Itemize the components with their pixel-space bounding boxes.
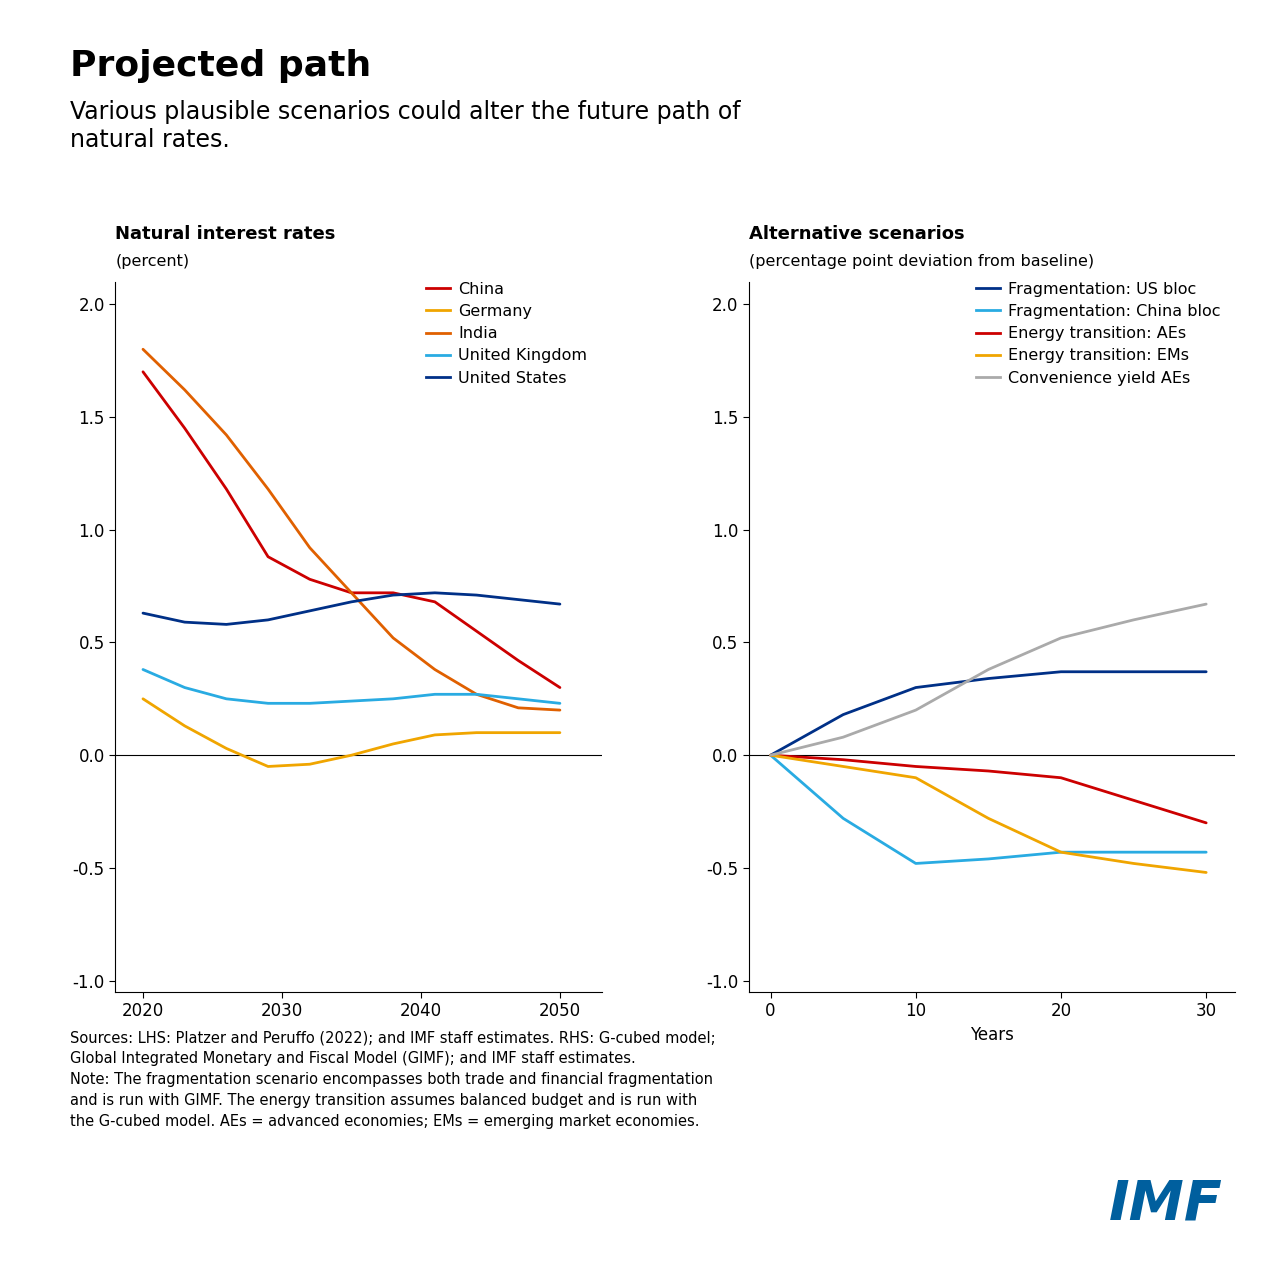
Text: (percentage point deviation from baseline): (percentage point deviation from baselin…	[749, 253, 1094, 269]
Text: Projected path: Projected path	[70, 49, 371, 83]
Text: Alternative scenarios: Alternative scenarios	[749, 225, 964, 243]
Legend: China, Germany, India, United Kingdom, United States: China, Germany, India, United Kingdom, U…	[420, 275, 594, 392]
Legend: Fragmentation: US bloc, Fragmentation: China bloc, Energy transition: AEs, Energ: Fragmentation: US bloc, Fragmentation: C…	[970, 275, 1228, 392]
Text: IMF: IMF	[1108, 1178, 1222, 1231]
Text: (percent): (percent)	[115, 253, 189, 269]
X-axis label: Years: Years	[970, 1027, 1014, 1044]
Text: Sources: LHS: Platzer and Peruffo (2022); and IMF staff estimates. RHS: G-cubed : Sources: LHS: Platzer and Peruffo (2022)…	[70, 1030, 716, 1129]
Text: Natural interest rates: Natural interest rates	[115, 225, 335, 243]
Text: Various plausible scenarios could alter the future path of
natural rates.: Various plausible scenarios could alter …	[70, 100, 741, 151]
